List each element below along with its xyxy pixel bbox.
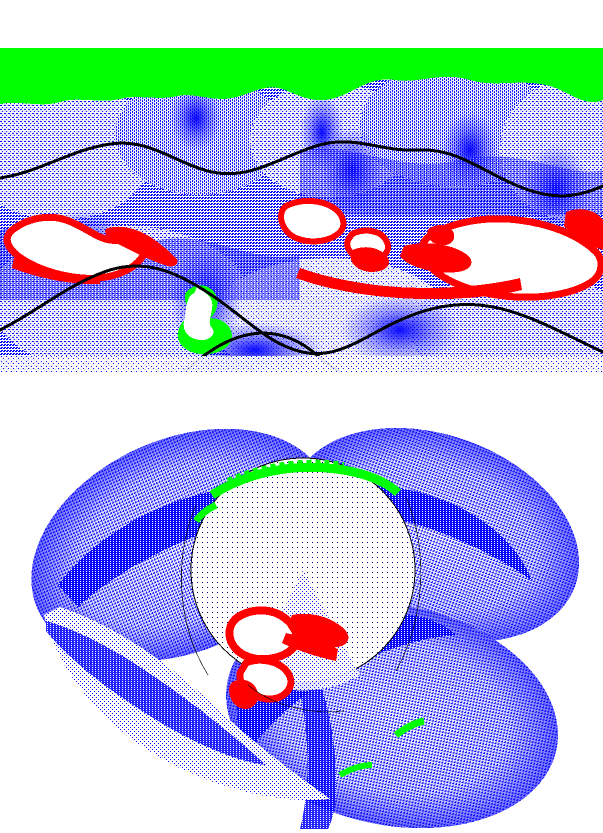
- land-left-strip: [12, 258, 100, 285]
- land-center: [278, 198, 347, 245]
- green-rim-arc: [193, 459, 425, 778]
- lower-fringe-stipple: [0, 356, 603, 372]
- white-land-regions-right: [278, 198, 603, 301]
- green-island-patch: [177, 284, 232, 355]
- three-dimensional-lobe-panel: [0, 385, 603, 833]
- white-land-region: [225, 606, 349, 710]
- rectangular-projection-panel: [0, 0, 603, 385]
- green-polar-band: [0, 48, 603, 105]
- land-left-peninsula: [105, 226, 178, 267]
- land-red-blob-a: [350, 247, 390, 272]
- land-red-edge-mid: [427, 225, 455, 246]
- white-land-regions: [3, 213, 178, 285]
- surface-seam-lines: [181, 496, 422, 713]
- land-right-coast-red: [296, 268, 522, 300]
- land-red-blob-b: [400, 243, 472, 273]
- land-neck-red: [282, 633, 338, 661]
- lobe-lower-left-sheet: [44, 607, 330, 801]
- central-sphere: [190, 457, 416, 710]
- land-red-edge-far-right: [564, 209, 603, 250]
- contour-2: [0, 264, 603, 356]
- lobe-lower-right: [226, 601, 558, 829]
- contour-1: [0, 140, 603, 198]
- lobe-lower-right-fold: [280, 631, 337, 829]
